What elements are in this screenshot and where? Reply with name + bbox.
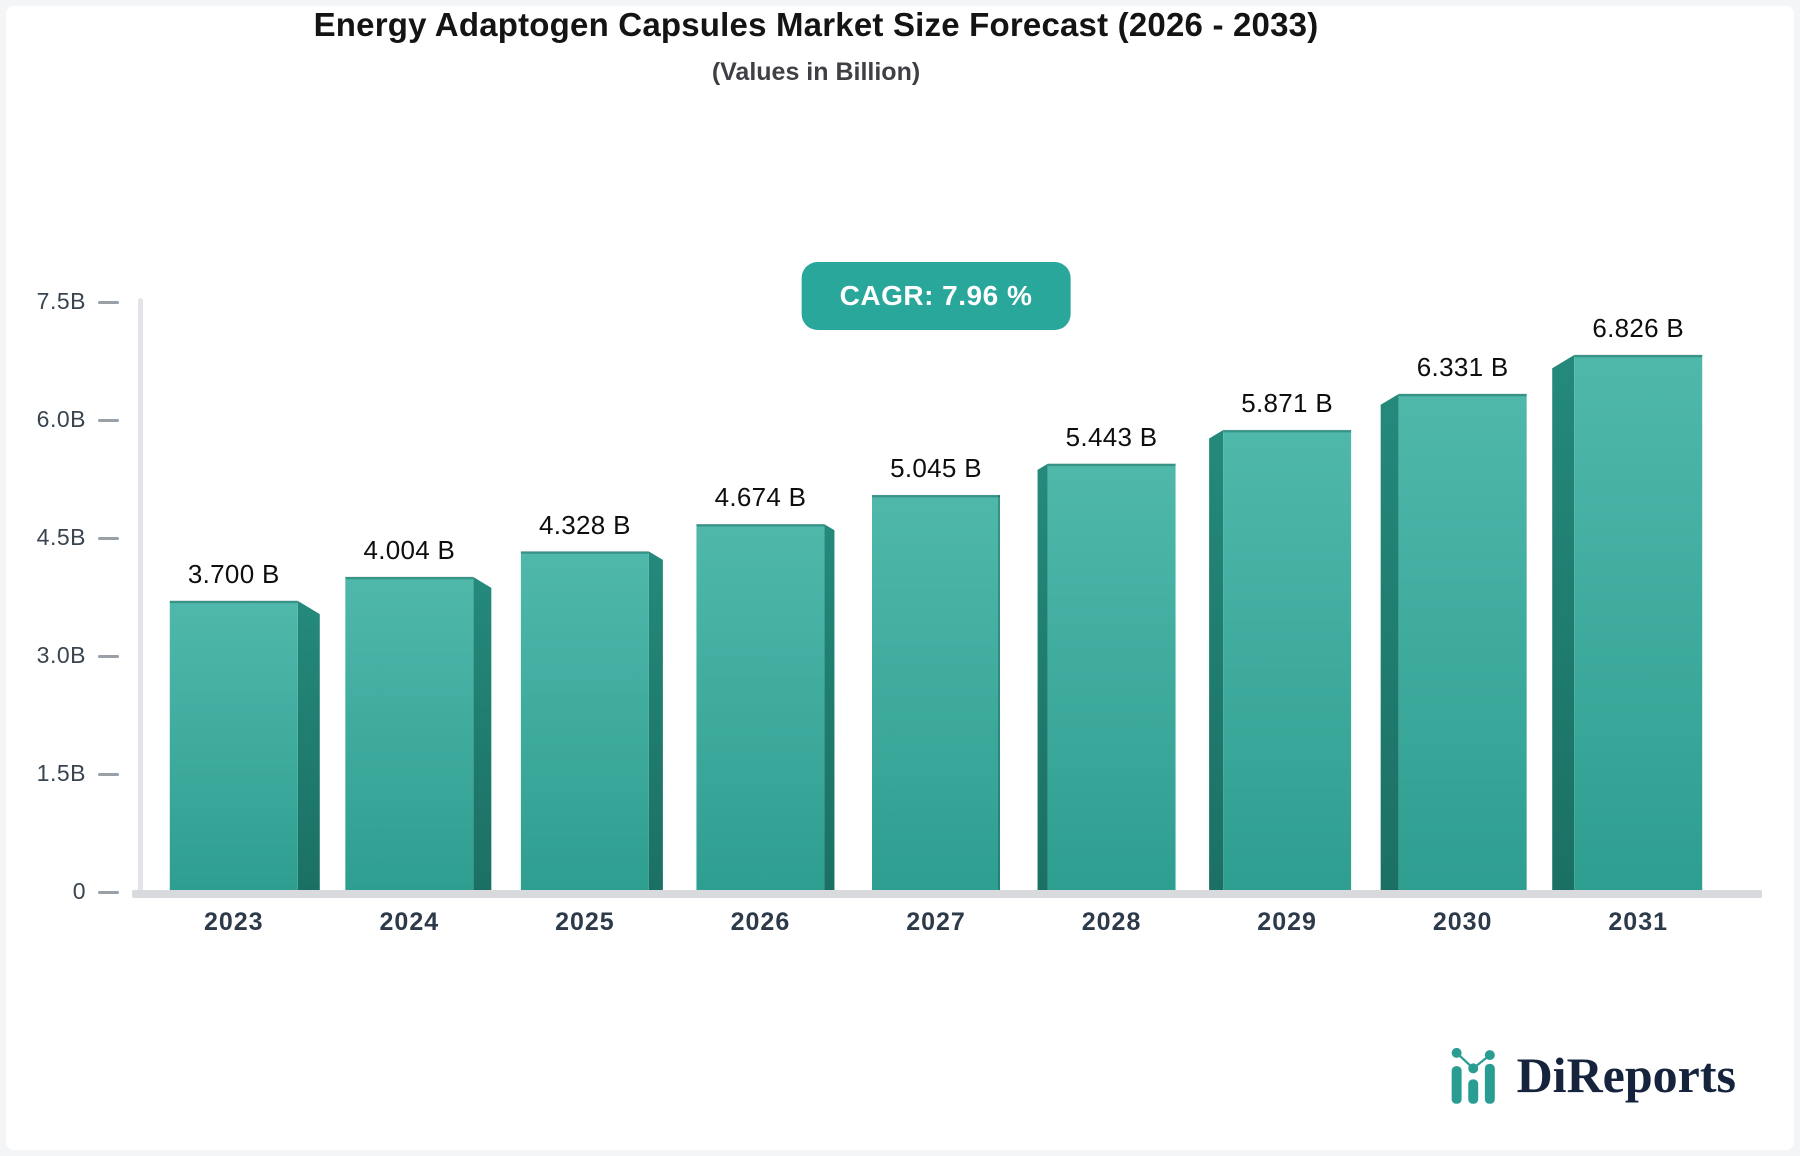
bar-front-face	[1574, 355, 1703, 892]
bar-value-label: 5.443 B	[1065, 421, 1158, 452]
bar-value-label: 6.331 B	[1416, 351, 1509, 382]
bar-value-label: 4.328 B	[539, 509, 631, 540]
y-tick-mark	[98, 419, 119, 422]
bar-chart: 7.5B 6.0B 4.5B 3.0B 1.5B 0 3.700 B 4.004 B 4.32…	[6, 6, 1794, 1150]
bar-2024	[345, 576, 492, 892]
y-tick-label: 0	[72, 878, 86, 904]
x-axis-label: 2026	[730, 908, 791, 936]
bar-side-face	[824, 524, 835, 892]
bars-layer	[169, 354, 1703, 892]
bar-line-chart-icon	[1451, 1047, 1495, 1104]
bar-value-label: 4.004 B	[363, 535, 456, 566]
bar-2031	[1552, 354, 1703, 892]
x-axis-label: 2023	[203, 908, 264, 936]
bar-2023	[169, 600, 320, 892]
x-axis-label: 2024	[379, 908, 440, 936]
y-tick-label: 1.5B	[36, 760, 86, 786]
bar-front-face	[1223, 430, 1352, 892]
cagr-badge: CAGR: 7.96 %	[801, 262, 1071, 330]
x-axis-label: 2025	[555, 908, 615, 936]
chart-header: Energy Adaptogen Capsules Market Size Fo…	[6, 6, 1626, 87]
y-tick-label: 3.0B	[36, 642, 86, 668]
y-tick-mark	[98, 773, 119, 776]
y-tick-label: 7.5B	[36, 288, 86, 314]
bar-front-face	[520, 551, 649, 892]
bar-2025	[520, 551, 663, 892]
bar-side-face	[1552, 355, 1575, 892]
direports-logo[interactable]: DiReports	[1447, 1044, 1736, 1106]
bar-2029	[1209, 429, 1352, 892]
chart-title: Energy Adaptogen Capsules Market Size Fo…	[313, 6, 1319, 43]
bar-front-face	[872, 495, 1000, 892]
x-axis-label: 2028	[1081, 908, 1142, 936]
chart-subtitle: (Values in Billion)	[711, 58, 921, 86]
x-axis-label: 2030	[1432, 908, 1493, 936]
bar-value-label: 5.871 B	[1241, 388, 1333, 419]
bar-front-face	[345, 577, 474, 892]
y-tick-mark	[98, 655, 119, 658]
bar-front-face	[696, 524, 825, 892]
bar-front-face	[1398, 393, 1527, 892]
bar-value-label: 3.700 B	[187, 558, 280, 589]
bar-side-face	[297, 600, 320, 892]
bar-2027	[872, 494, 1000, 892]
x-axis-label: 2029	[1257, 908, 1317, 936]
y-tick-mark	[98, 537, 119, 540]
bar-side-face	[1037, 463, 1048, 892]
y-tick-label: 4.5B	[36, 524, 86, 550]
bar-2030	[1380, 393, 1527, 892]
y-tick-label: 6.0B	[36, 406, 86, 432]
y-axis-line	[138, 298, 143, 898]
x-axis-label: 2027	[906, 908, 966, 936]
bar-front-face	[169, 600, 298, 892]
bar-side-face	[1380, 393, 1399, 892]
y-tick-mark	[98, 891, 119, 894]
bar-value-label: 5.045 B	[890, 453, 982, 484]
bar-front-face	[1047, 463, 1176, 892]
x-axis-label: 2031	[1608, 908, 1669, 936]
bar-side-face	[1209, 430, 1224, 892]
chart-card: Energy Adaptogen Capsules Market Size Fo…	[6, 6, 1794, 1150]
bar-side-face	[648, 551, 663, 892]
bar-value-label: 6.826 B	[1592, 313, 1685, 344]
bar-value-label: 4.674 B	[714, 482, 807, 513]
y-tick-mark	[98, 301, 119, 304]
logo-text: DiReports	[1516, 1047, 1736, 1103]
x-axis-baseline	[132, 890, 1762, 898]
bar-2028	[1037, 463, 1176, 892]
bar-side-face	[473, 577, 492, 892]
bar-2026	[696, 524, 835, 892]
